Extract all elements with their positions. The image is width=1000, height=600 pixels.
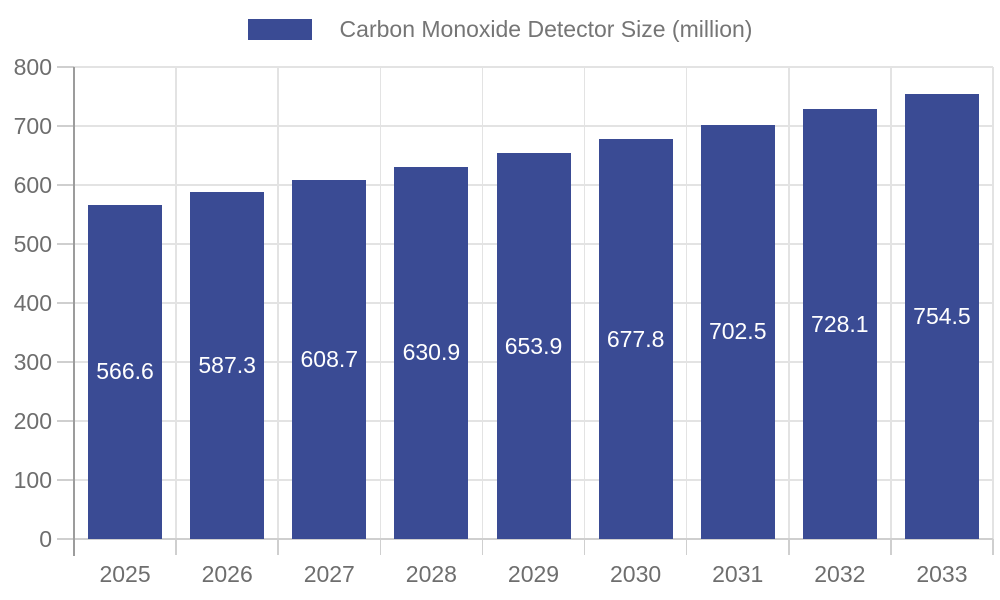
bar-value-label: 587.3 xyxy=(198,352,256,379)
y-axis-tick xyxy=(57,538,74,540)
x-axis-tick-label: 2025 xyxy=(99,561,151,587)
bar[interactable]: 754.5 xyxy=(904,93,979,539)
x-axis-tick-label: 2031 xyxy=(712,561,764,587)
y-axis-tick xyxy=(57,66,74,68)
bar[interactable]: 566.6 xyxy=(88,204,163,539)
y-axis-tick-label: 400 xyxy=(13,290,52,316)
bar-value-label: 653.9 xyxy=(504,332,563,359)
bar[interactable]: 587.3 xyxy=(190,192,265,539)
gridline-vertical xyxy=(992,67,994,539)
x-axis-tick xyxy=(890,539,892,555)
y-axis-tick-label: 800 xyxy=(13,54,52,80)
y-axis-tick-label: 200 xyxy=(13,408,52,434)
x-axis-tick xyxy=(379,539,382,555)
gridline-vertical xyxy=(175,67,177,539)
y-axis-tick-label: 100 xyxy=(13,467,52,493)
bar[interactable]: 702.5 xyxy=(700,124,775,539)
bar[interactable]: 653.9 xyxy=(496,153,571,539)
x-axis-tick xyxy=(788,539,790,555)
gridline-horizontal xyxy=(74,66,993,68)
y-axis-tick-label: 700 xyxy=(13,113,52,139)
gridline-horizontal xyxy=(74,125,993,127)
bar-value-label: 608.7 xyxy=(300,345,359,372)
y-axis-tick-label: 600 xyxy=(13,172,52,198)
bar[interactable]: 677.8 xyxy=(598,139,673,539)
y-axis-tick xyxy=(57,184,74,186)
bar-value-label: 728.1 xyxy=(811,310,869,337)
bar-value-label: 754.5 xyxy=(913,302,971,329)
gridline-vertical xyxy=(685,67,688,539)
plot-area: 0 100 200 300 400 500 600 700 800 566.6 2025 587.3 2… xyxy=(14,56,994,587)
x-axis-tick-label: 2026 xyxy=(201,561,253,587)
x-axis-tick xyxy=(583,539,586,555)
gridline-vertical xyxy=(277,67,279,539)
y-axis-line xyxy=(73,67,75,556)
bar-value-label: 677.8 xyxy=(606,325,665,352)
bar[interactable]: 728.1 xyxy=(802,109,877,539)
x-axis-tick xyxy=(992,539,994,555)
x-axis-tick-label: 2033 xyxy=(916,561,968,587)
x-axis-tick xyxy=(175,539,177,555)
y-axis-tick xyxy=(57,302,74,304)
bar-value-label: 566.6 xyxy=(96,358,154,385)
x-axis-tick-label: 2029 xyxy=(507,561,560,587)
legend-swatch xyxy=(247,19,312,40)
gridline-vertical xyxy=(583,67,586,539)
x-axis-tick-label: 2032 xyxy=(814,561,866,587)
y-axis-tick xyxy=(57,479,74,481)
legend-item[interactable]: Carbon Monoxide Detector Size (million) xyxy=(0,16,1000,43)
gridline-vertical xyxy=(890,67,892,539)
x-axis-tick-label: 2030 xyxy=(610,561,662,587)
x-axis-tick xyxy=(481,539,484,555)
y-axis-tick xyxy=(57,420,74,422)
y-axis-tick-label: 500 xyxy=(13,231,52,257)
bar[interactable]: 608.7 xyxy=(292,179,367,539)
x-axis-tick-label: 2027 xyxy=(303,561,355,587)
gridline-vertical xyxy=(788,67,790,539)
x-axis-tick xyxy=(685,539,688,555)
x-axis-tick-label: 2028 xyxy=(405,561,457,587)
y-axis-tick xyxy=(57,243,74,245)
bar[interactable]: 630.9 xyxy=(394,166,469,539)
y-axis-tick xyxy=(57,125,74,127)
y-axis-tick xyxy=(57,361,74,363)
gridline-vertical xyxy=(481,67,484,539)
x-axis-tick xyxy=(277,539,279,555)
gridline-vertical xyxy=(379,67,382,539)
bar-value-label: 630.9 xyxy=(402,339,461,366)
bar-value-label: 702.5 xyxy=(708,318,767,345)
y-axis-tick-label: 0 xyxy=(39,526,52,552)
y-axis-tick-label: 300 xyxy=(13,349,52,375)
legend-label: Carbon Monoxide Detector Size (million) xyxy=(339,16,753,42)
